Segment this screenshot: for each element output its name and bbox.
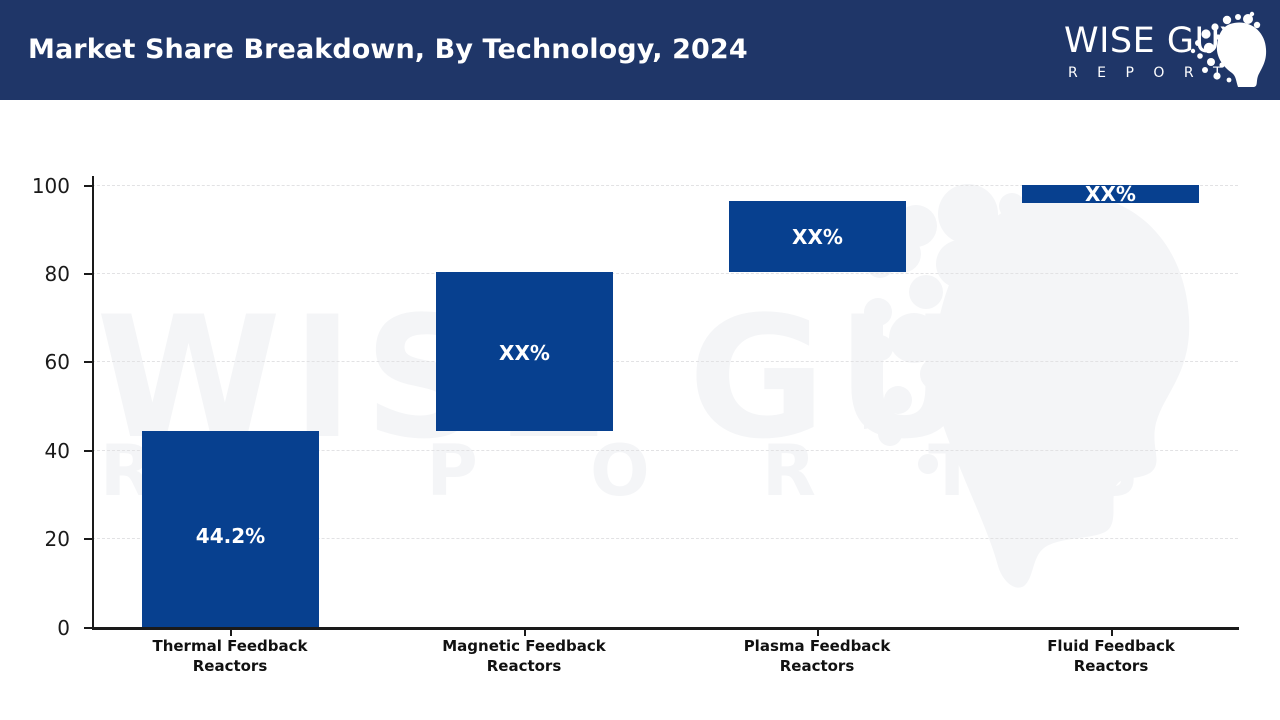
x-axis-label-4: Fluid Feedback Reactors xyxy=(993,636,1229,677)
x-axis-label-3: Plasma Feedback Reactors xyxy=(699,636,935,677)
chart-area: WISE GUY R E P O R T S xyxy=(0,100,1280,720)
x-tick-mark-4 xyxy=(1111,627,1113,636)
x-axis-label-1: Thermal Feedback Reactors xyxy=(112,636,348,677)
bar-value-label-4: XX% xyxy=(1085,182,1136,206)
x-tick-mark-2 xyxy=(524,627,526,636)
x-axis-label-2: Magnetic Feedback Reactors xyxy=(406,636,642,677)
x-axis-label-2-line2: Reactors xyxy=(486,657,562,676)
y-tick-mark-100 xyxy=(84,185,93,187)
y-tick-mark-60 xyxy=(84,361,93,363)
y-tick-label-0: 0 xyxy=(57,616,70,640)
x-axis-label-4-line2: Reactors xyxy=(1073,657,1149,676)
x-axis-line xyxy=(92,627,1239,630)
header-bar: Market Share Breakdown, By Technology, 2… xyxy=(0,0,1280,100)
bar-plasma-feedback-reactors[interactable]: XX% xyxy=(729,201,906,272)
gridline-100 xyxy=(92,185,1238,186)
gridline-80 xyxy=(92,273,1238,274)
x-axis-label-4-line1: Fluid Feedback xyxy=(1047,637,1175,655)
y-tick-mark-20 xyxy=(84,538,93,540)
page-title: Market Share Breakdown, By Technology, 2… xyxy=(28,34,748,65)
bar-thermal-feedback-reactors[interactable]: 44.2% xyxy=(142,431,319,627)
y-tick-mark-80 xyxy=(84,273,93,275)
y-tick-label-80: 80 xyxy=(44,262,70,286)
gridline-40 xyxy=(92,450,1238,451)
x-axis-label-3-line1: Plasma Feedback xyxy=(743,637,891,655)
y-tick-mark-0 xyxy=(84,627,93,629)
y-tick-label-100: 100 xyxy=(31,174,70,198)
x-axis-label-1-line2: Reactors xyxy=(192,657,268,676)
x-axis-label-3-line2: Reactors xyxy=(779,657,855,676)
bar-value-label-1: 44.2% xyxy=(195,524,266,548)
y-tick-label-40: 40 xyxy=(44,439,70,463)
y-axis-line xyxy=(92,176,94,628)
y-tick-label-20: 20 xyxy=(44,527,70,551)
plot-area: 100 80 60 40 20 0 44.2% XX% XX% xyxy=(0,100,1280,720)
y-tick-label-60: 60 xyxy=(44,350,70,374)
x-tick-mark-3 xyxy=(817,627,819,636)
bar-value-label-2: XX% xyxy=(499,341,550,365)
x-axis-label-1-line1: Thermal Feedback xyxy=(152,637,308,655)
gridline-60 xyxy=(92,361,1238,362)
y-tick-mark-40 xyxy=(84,450,93,452)
bar-fluid-feedback-reactors[interactable]: XX% xyxy=(1022,182,1199,206)
wise-guy-reports-logo: WISE GUY R E P O R T S xyxy=(1022,6,1272,94)
bar-value-label-3: XX% xyxy=(792,225,843,249)
bar-magnetic-feedback-reactors[interactable]: XX% xyxy=(436,272,613,431)
x-axis-label-2-line1: Magnetic Feedback xyxy=(442,637,606,655)
x-tick-mark-1 xyxy=(230,627,232,636)
gridline-20 xyxy=(92,538,1238,539)
